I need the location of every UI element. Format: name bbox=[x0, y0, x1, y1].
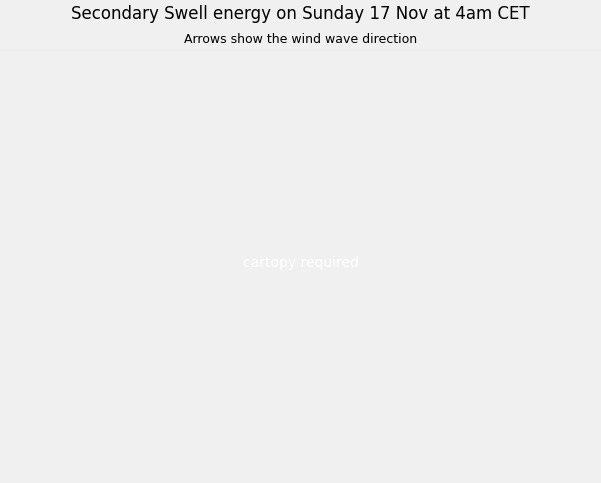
Text: Secondary Swell energy on Sunday 17 Nov at 4am CET: Secondary Swell energy on Sunday 17 Nov … bbox=[71, 5, 530, 23]
Text: cartopy required: cartopy required bbox=[243, 256, 358, 270]
Text: Arrows show the wind wave direction: Arrows show the wind wave direction bbox=[184, 33, 417, 46]
